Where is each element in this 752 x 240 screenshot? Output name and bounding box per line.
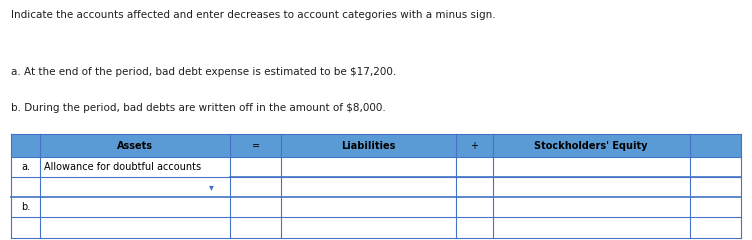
Text: ▾: ▾ bbox=[209, 182, 214, 192]
Text: b.: b. bbox=[21, 202, 31, 212]
Text: a.: a. bbox=[21, 162, 30, 172]
Text: =: = bbox=[252, 141, 259, 151]
Text: b. During the period, bad debts are written off in the amount of $8,000.: b. During the period, bad debts are writ… bbox=[11, 103, 386, 113]
Text: Indicate the accounts affected and enter decreases to account categories with a : Indicate the accounts affected and enter… bbox=[11, 10, 496, 20]
Bar bbox=[11, 134, 741, 157]
Text: Stockholders' Equity: Stockholders' Equity bbox=[535, 141, 648, 151]
Text: a. At the end of the period, bad debt expense is estimated to be $17,200.: a. At the end of the period, bad debt ex… bbox=[11, 67, 396, 77]
Text: +: + bbox=[471, 141, 478, 151]
Text: Assets: Assets bbox=[117, 141, 153, 151]
Text: Liabilities: Liabilities bbox=[341, 141, 396, 151]
Text: Allowance for doubtful accounts: Allowance for doubtful accounts bbox=[44, 162, 202, 172]
